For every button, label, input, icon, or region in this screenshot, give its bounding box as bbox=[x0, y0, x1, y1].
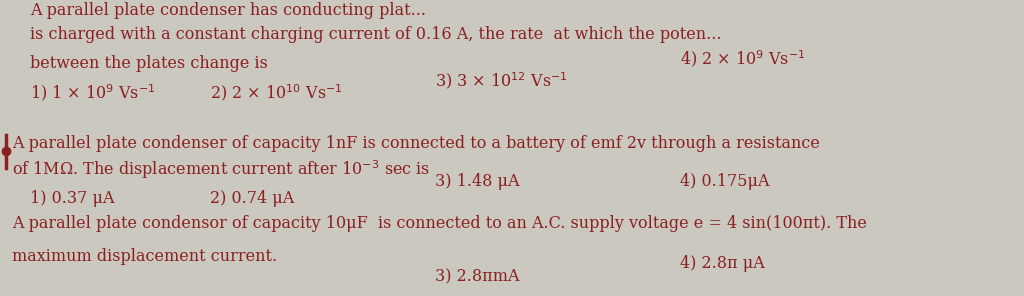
Text: of 1MΩ. The displacement current after 10$^{-3}$ sec is: of 1MΩ. The displacement current after 1… bbox=[12, 158, 430, 181]
Text: A parallel plate condensor of capacity 10μF  is connected to an A.C. supply volt: A parallel plate condensor of capacity 1… bbox=[12, 215, 867, 232]
Text: 1) 1 × 10$^{9}$ Vs$^{-1}$: 1) 1 × 10$^{9}$ Vs$^{-1}$ bbox=[30, 82, 156, 103]
Text: 4) 2 × 10$^{9}$ Vs$^{-1}$: 4) 2 × 10$^{9}$ Vs$^{-1}$ bbox=[680, 48, 806, 69]
Text: is charged with a constant charging current of 0.16 A, the rate  at which the po: is charged with a constant charging curr… bbox=[30, 26, 722, 43]
Text: 3) 3 × 10$^{12}$ Vs$^{-1}$: 3) 3 × 10$^{12}$ Vs$^{-1}$ bbox=[435, 70, 568, 91]
Text: 3) 1.48 μA: 3) 1.48 μA bbox=[435, 173, 519, 190]
Text: 3) 2.8πmA: 3) 2.8πmA bbox=[435, 268, 519, 285]
Text: 1) 0.37 μA: 1) 0.37 μA bbox=[30, 190, 115, 207]
Text: A parallel plate condenser of capacity 1nF is connected to a battery of emf 2v t: A parallel plate condenser of capacity 1… bbox=[12, 135, 820, 152]
Text: A parallel plate condenser has conducting plat...: A parallel plate condenser has conductin… bbox=[30, 2, 426, 19]
Text: maximum displacement current.: maximum displacement current. bbox=[12, 248, 278, 265]
Text: 4) 0.175μA: 4) 0.175μA bbox=[680, 173, 769, 190]
Text: between the plates change is: between the plates change is bbox=[30, 55, 268, 72]
Text: 2) 0.74 μA: 2) 0.74 μA bbox=[210, 190, 294, 207]
Text: 4) 2.8π μA: 4) 2.8π μA bbox=[680, 255, 765, 272]
Text: 2) 2 × 10$^{10}$ Vs$^{-1}$: 2) 2 × 10$^{10}$ Vs$^{-1}$ bbox=[210, 82, 343, 103]
